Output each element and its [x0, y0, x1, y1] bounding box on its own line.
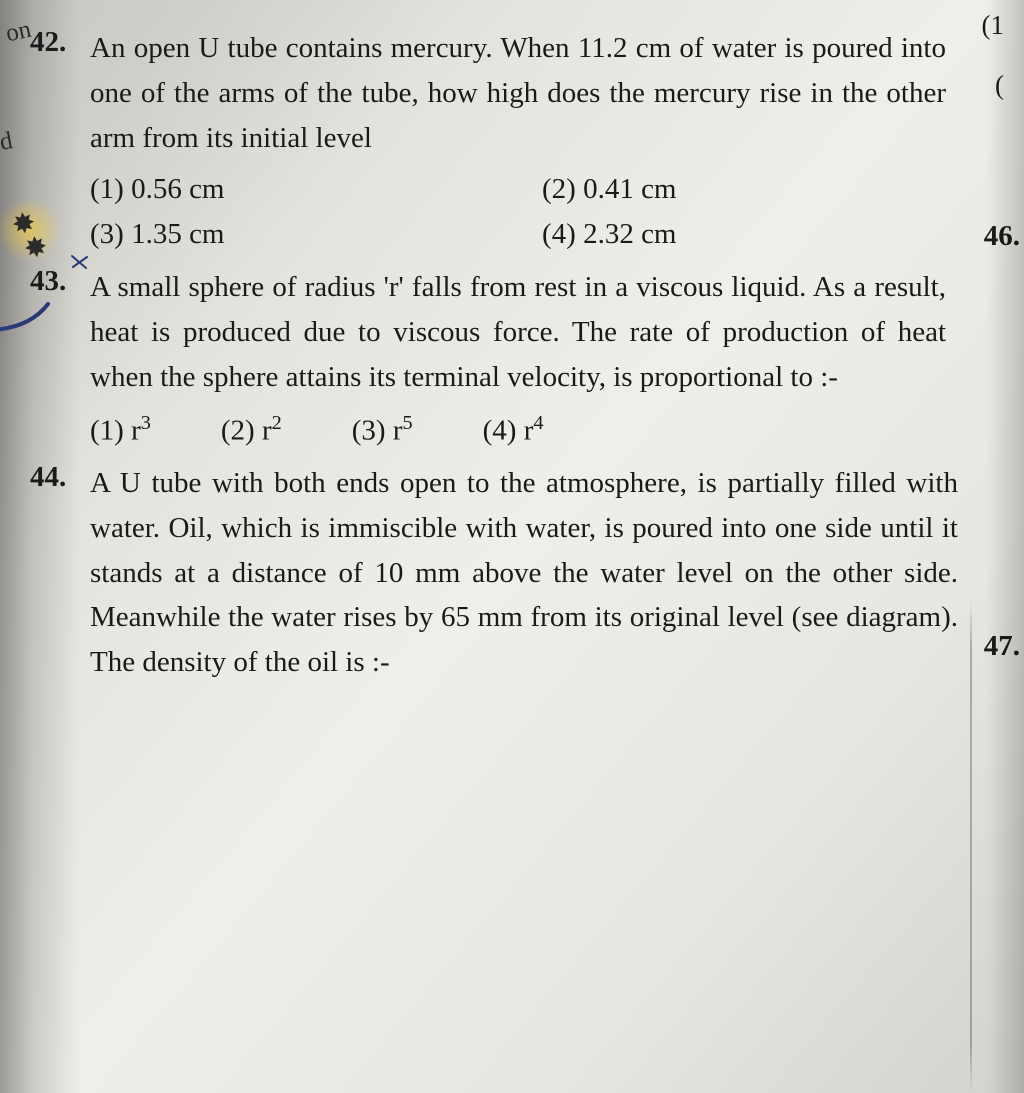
- question-stem: A small sphere of radius 'r' falls from …: [90, 265, 994, 400]
- option-prefix: (3) r: [352, 414, 403, 446]
- fragment-d: d: [0, 127, 15, 157]
- pen-strike-annotation: [70, 254, 90, 270]
- question-number: 44.: [30, 461, 66, 494]
- question-43: 43. A small sphere of radius 'r' falls f…: [90, 265, 994, 453]
- option-exponent: 2: [272, 412, 282, 434]
- option-4: (4) 2.32 cm: [542, 212, 994, 257]
- option-2: (2) r2: [221, 408, 282, 453]
- option-2: (2) 0.41 cm: [542, 167, 994, 212]
- question-42: 42. An open U tube contains mercury. Whe…: [90, 26, 994, 257]
- option-3: (3) 1.35 cm: [90, 212, 542, 257]
- star-annotation: ✸ ✸: [6, 205, 62, 261]
- option-prefix: (2) r: [221, 414, 272, 446]
- question-options: (1) r3 (2) r2 (3) r5 (4) r4: [90, 408, 994, 453]
- question-stem: An open U tube contains mercury. When 11…: [90, 26, 994, 161]
- question-44: 44. A U tube with both ends open to the …: [90, 461, 994, 686]
- option-exponent: 3: [141, 412, 151, 434]
- question-number: 42.: [30, 26, 66, 59]
- option-prefix: (4) r: [483, 414, 534, 446]
- fragment-top-paren2: (: [995, 70, 1004, 101]
- option-prefix: (1) r: [90, 414, 141, 446]
- option-4: (4) r4: [483, 408, 544, 453]
- question-number: 43.: [30, 265, 66, 298]
- star-icon: ✸: [10, 206, 38, 243]
- question-options: (1) 0.56 cm (2) 0.41 cm (3) 1.35 cm (4) …: [90, 167, 994, 257]
- star-icon: ✸: [22, 230, 50, 267]
- question-stem: A U tube with both ends open to the atmo…: [90, 461, 994, 686]
- highlight-halo: [0, 199, 60, 261]
- option-1: (1) 0.56 cm: [90, 167, 542, 212]
- option-3: (3) r5: [352, 408, 413, 453]
- option-exponent: 4: [533, 412, 543, 434]
- option-exponent: 5: [402, 412, 412, 434]
- option-1: (1) r3: [90, 408, 151, 453]
